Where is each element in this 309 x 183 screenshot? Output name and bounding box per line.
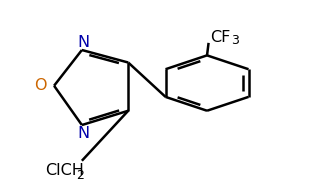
Text: N: N [77,35,90,50]
Text: 3: 3 [231,34,239,47]
Text: O: O [34,78,46,93]
Text: ClCH: ClCH [45,163,84,178]
Text: 2: 2 [76,169,83,182]
Text: CF: CF [210,30,231,45]
Text: N: N [77,126,90,141]
